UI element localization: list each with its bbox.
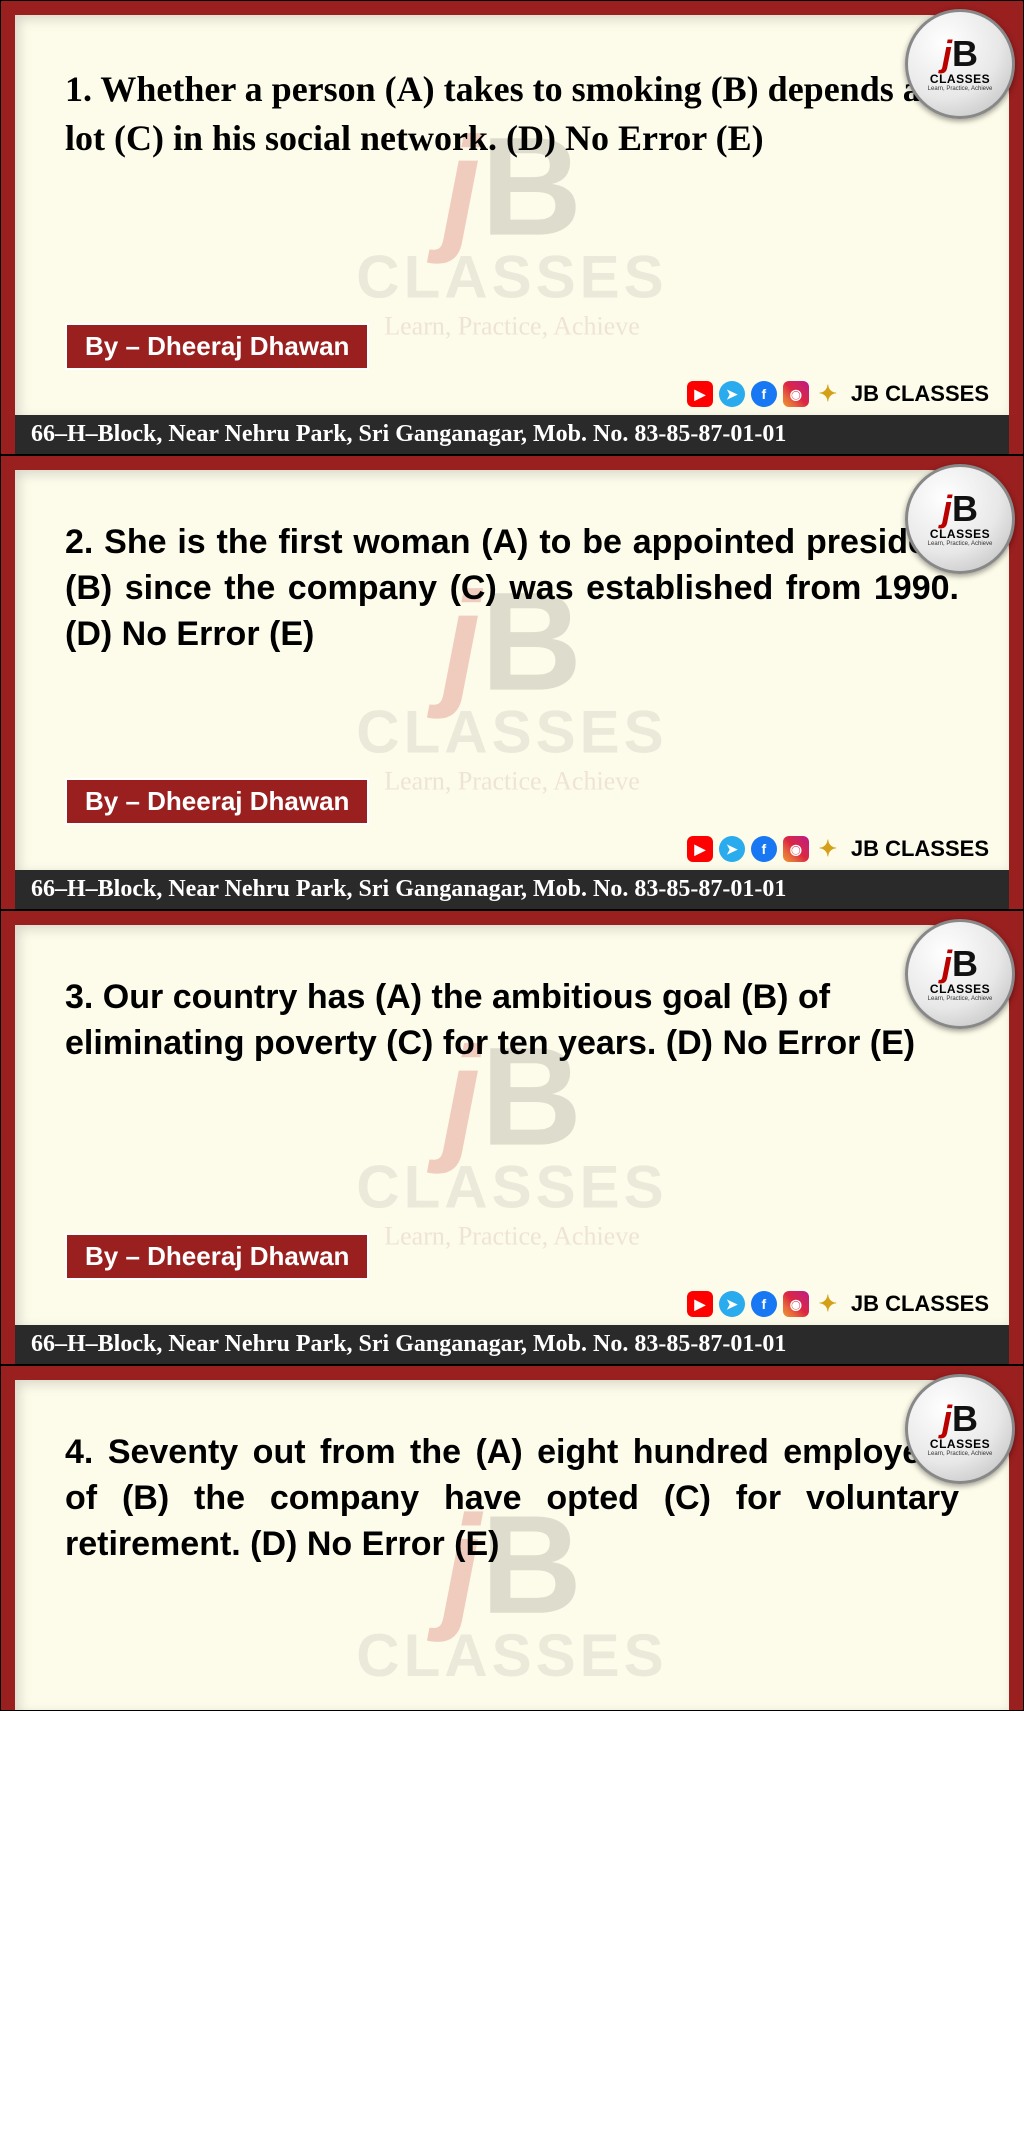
question-text: 1. Whether a person (A) takes to smoking…: [65, 65, 959, 162]
logo-main: jB: [942, 36, 978, 72]
social-brand: JB CLASSES: [851, 381, 989, 407]
question-card: jB CLASSES Learn, Practice, Achieve jB C…: [0, 1365, 1024, 1711]
web-icon[interactable]: ✦: [815, 381, 841, 407]
telegram-icon[interactable]: ➤: [719, 381, 745, 407]
author-label: By – Dheeraj Dhawan: [65, 323, 369, 370]
telegram-icon[interactable]: ➤: [719, 836, 745, 862]
social-brand: JB CLASSES: [851, 1291, 989, 1317]
social-brand: JB CLASSES: [851, 836, 989, 862]
author-label: By – Dheeraj Dhawan: [65, 1233, 369, 1280]
social-row: ▶ ➤ f ◉ ✦ JB CLASSES: [687, 381, 989, 407]
logo-badge: jB CLASSES Learn, Practice, Achieve: [905, 1374, 1015, 1484]
web-icon[interactable]: ✦: [815, 836, 841, 862]
card-inner: jB CLASSES Learn, Practice, Achieve jB C…: [15, 1380, 1009, 1710]
facebook-icon[interactable]: f: [751, 381, 777, 407]
question-card: jB CLASSES Learn, Practice, Achieve jB C…: [0, 0, 1024, 455]
watermark: jB CLASSES Learn, Practice, Achieve: [356, 1041, 667, 1252]
telegram-icon[interactable]: ➤: [719, 1291, 745, 1317]
author-label: By – Dheeraj Dhawan: [65, 778, 369, 825]
youtube-icon[interactable]: ▶: [687, 1291, 713, 1317]
social-row: ▶ ➤ f ◉ ✦ JB CLASSES: [687, 1291, 989, 1317]
card-inner: jB CLASSES Learn, Practice, Achieve jB C…: [15, 470, 1009, 870]
question-text: 2. She is the first woman (A) to be appo…: [65, 520, 959, 658]
logo-badge: jB CLASSES Learn, Practice, Achieve: [905, 9, 1015, 119]
logo-tag: Learn, Practice, Achieve: [928, 86, 993, 92]
card-inner: jB CLASSES Learn, Practice, Achieve jB C…: [15, 925, 1009, 1325]
question-card: jB CLASSES Learn, Practice, Achieve jB C…: [0, 910, 1024, 1365]
logo-badge: jB CLASSES Learn, Practice, Achieve: [905, 464, 1015, 574]
watermark: jB CLASSES Learn, Practice, Achieve: [356, 131, 667, 342]
question-text: 4. Seventy out from the (A) eight hundre…: [65, 1430, 959, 1568]
question-card: jB CLASSES Learn, Practice, Achieve jB C…: [0, 455, 1024, 910]
social-row: ▶ ➤ f ◉ ✦ JB CLASSES: [687, 836, 989, 862]
logo-badge: jB CLASSES Learn, Practice, Achieve: [905, 919, 1015, 1029]
facebook-icon[interactable]: f: [751, 1291, 777, 1317]
logo-sub: CLASSES: [930, 72, 990, 86]
instagram-icon[interactable]: ◉: [783, 381, 809, 407]
card-inner: jB CLASSES Learn, Practice, Achieve jB C…: [15, 15, 1009, 415]
question-text: 3. Our country has (A) the ambitious goa…: [65, 975, 959, 1067]
facebook-icon[interactable]: f: [751, 836, 777, 862]
footer-address: 66–H–Block, Near Nehru Park, Sri Gangana…: [15, 870, 1009, 909]
youtube-icon[interactable]: ▶: [687, 836, 713, 862]
web-icon[interactable]: ✦: [815, 1291, 841, 1317]
footer-address: 66–H–Block, Near Nehru Park, Sri Gangana…: [15, 1325, 1009, 1364]
instagram-icon[interactable]: ◉: [783, 836, 809, 862]
footer-address: 66–H–Block, Near Nehru Park, Sri Gangana…: [15, 415, 1009, 454]
youtube-icon[interactable]: ▶: [687, 381, 713, 407]
instagram-icon[interactable]: ◉: [783, 1291, 809, 1317]
